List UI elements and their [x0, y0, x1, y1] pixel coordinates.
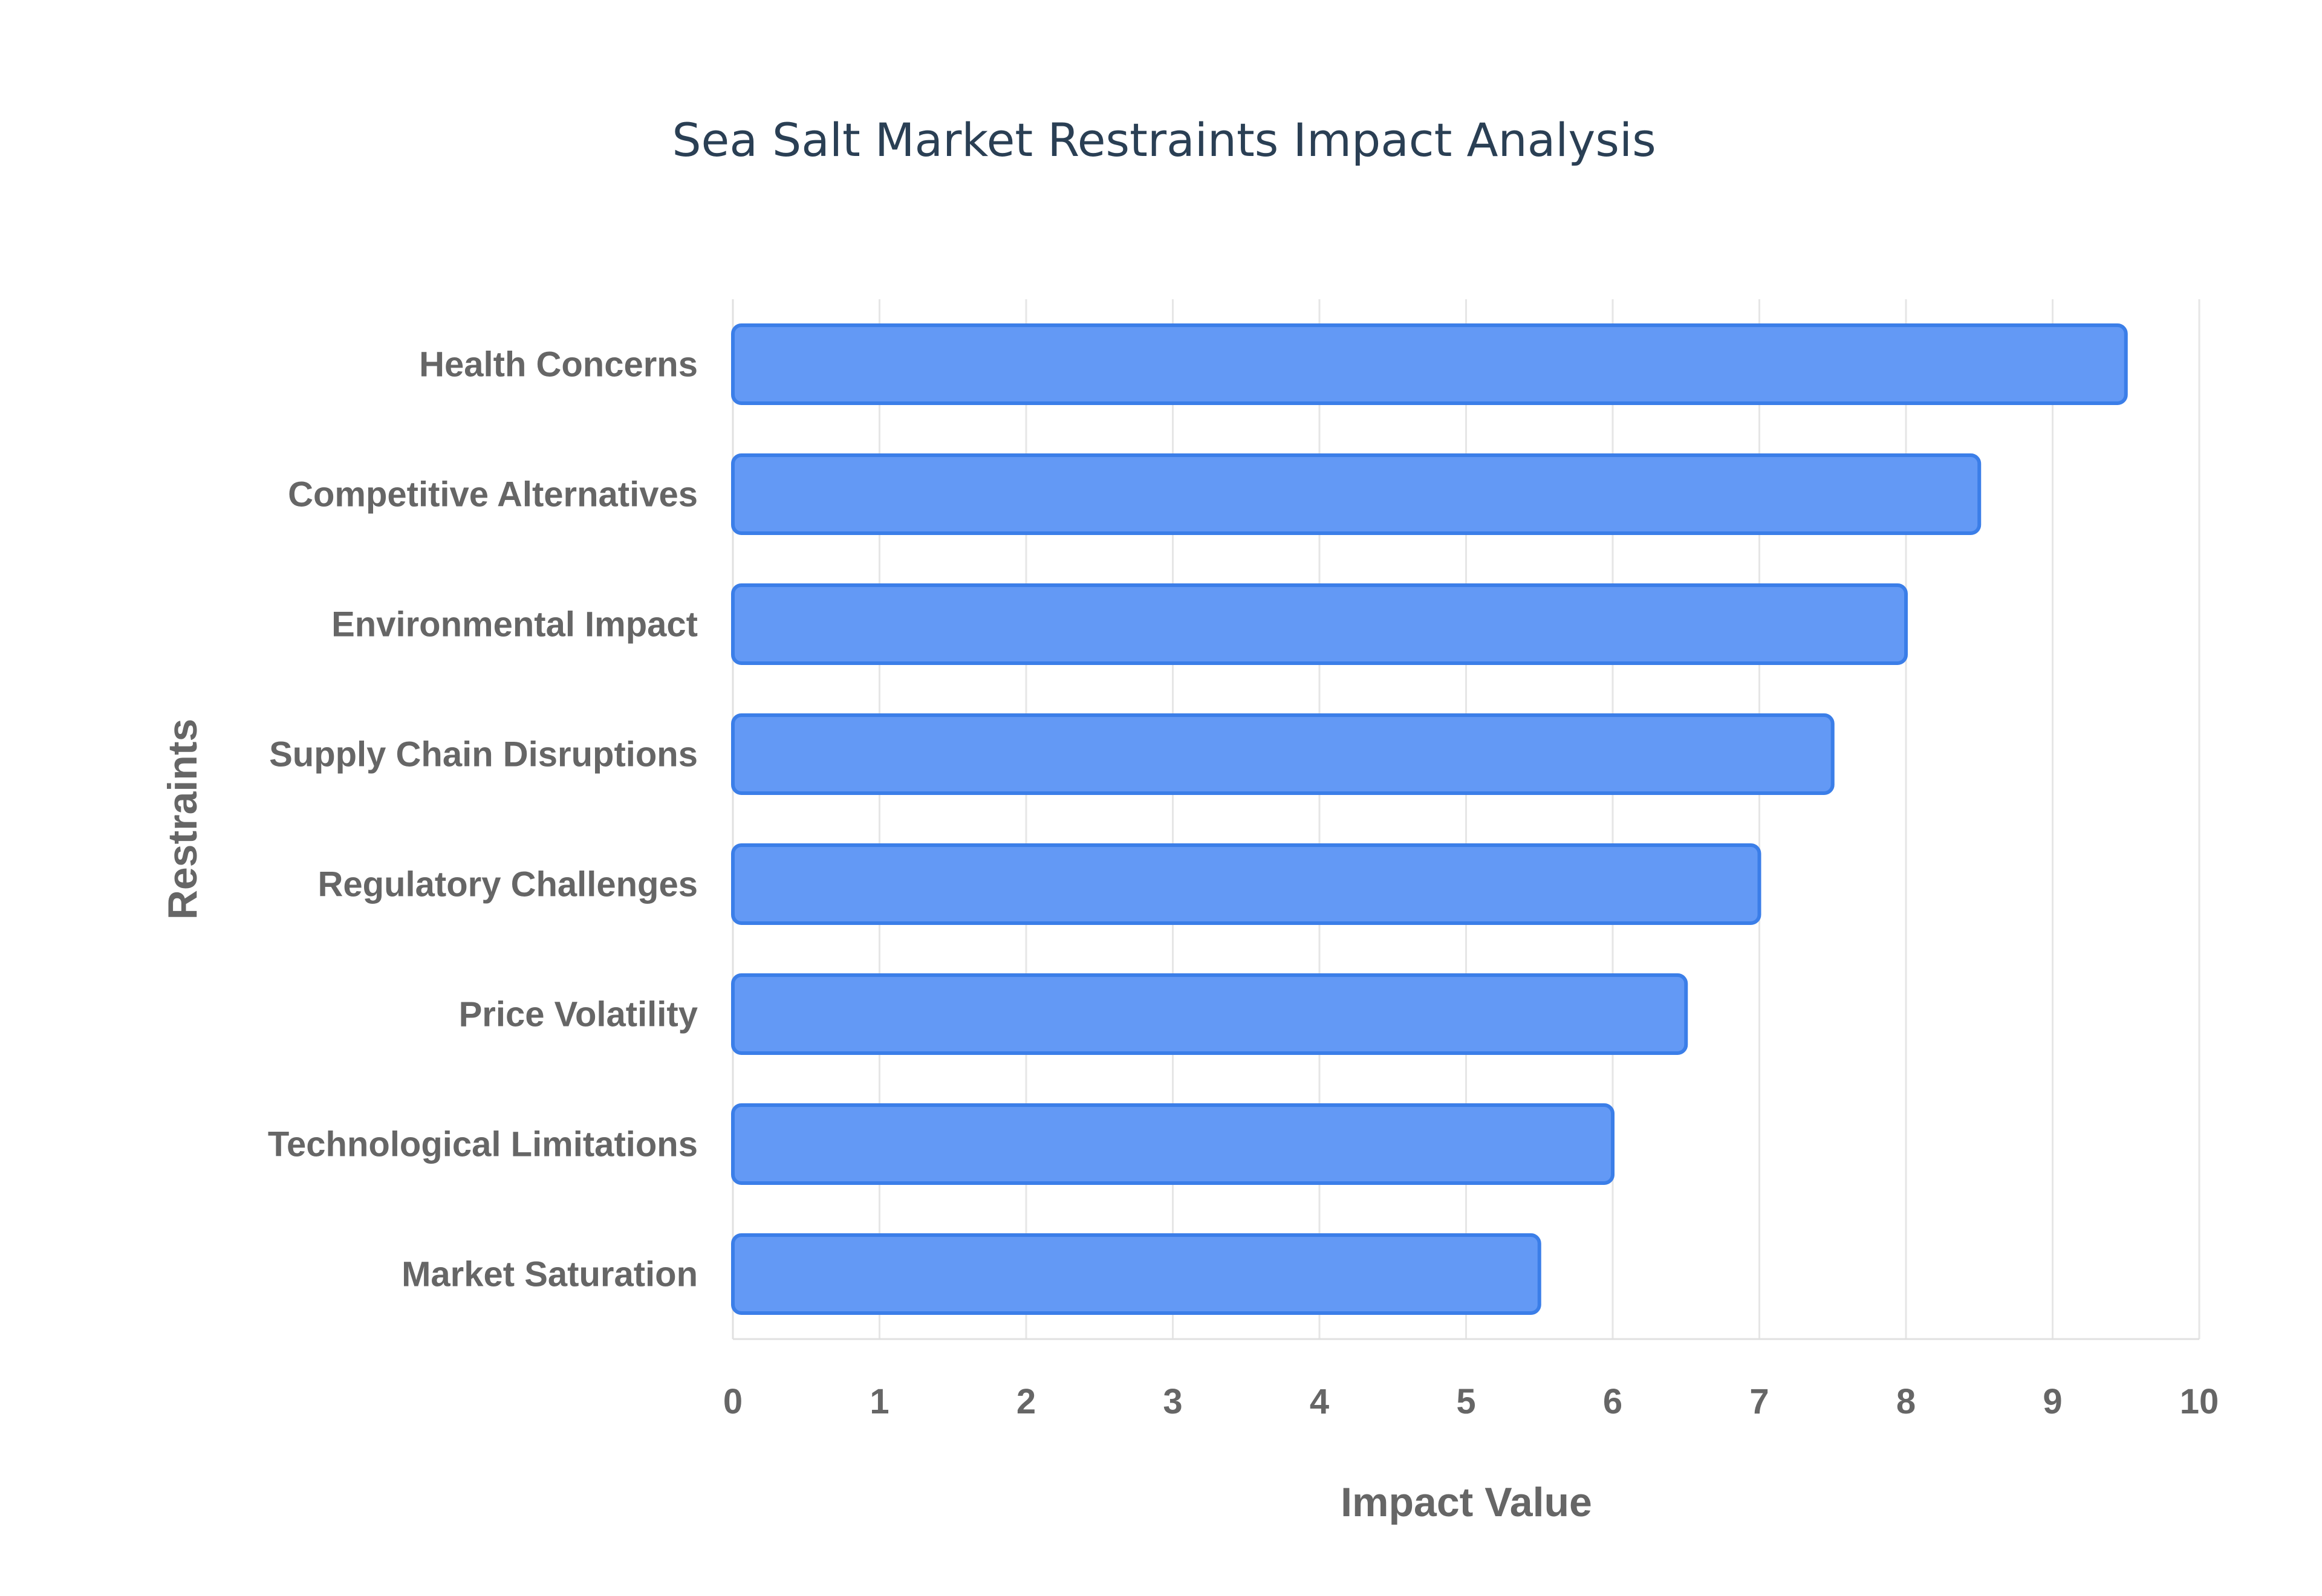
x-tick-label: 4 [1310, 1382, 1329, 1421]
bar-technological-limitations [731, 1103, 1615, 1185]
category-label: Supply Chain Disruptions [269, 735, 698, 774]
category-labels: Health Concerns Competitive Alternatives E… [268, 345, 698, 1294]
x-tick-label: 5 [1456, 1382, 1475, 1421]
x-tick-label: 2 [1016, 1382, 1036, 1421]
category-label: Environmental Impact [331, 605, 698, 644]
category-label: Health Concerns [419, 345, 698, 384]
x-axis-title: Impact Value [1341, 1479, 1592, 1525]
category-label: Competitive Alternatives [288, 475, 698, 514]
x-tick-label: 8 [1896, 1382, 1916, 1421]
bar-price-volatility [731, 973, 1688, 1055]
bar-supply-chain-disruptions [731, 713, 1835, 795]
y-axis-title: Restraints [160, 719, 206, 920]
bar-environmental-impact [731, 583, 1908, 665]
x-tick-labels: 0 1 2 3 4 5 6 7 8 9 10 [723, 1382, 2219, 1421]
bar-regulatory-challenges [731, 843, 1761, 925]
x-tick-label: 1 [870, 1382, 889, 1421]
x-tick-label: 7 [1749, 1382, 1769, 1421]
x-tick-label: 0 [723, 1382, 743, 1421]
bar-competitive-alternatives [731, 453, 1982, 535]
chart-title: Sea Salt Market Restraints Impact Analys… [672, 113, 1656, 167]
x-tick-label: 3 [1163, 1382, 1182, 1421]
x-tick-label: 10 [2180, 1382, 2219, 1421]
category-label: Price Volatility [459, 995, 698, 1034]
bar-health-concerns [731, 323, 2128, 405]
x-tick-label: 9 [2043, 1382, 2062, 1421]
x-tick-label: 6 [1603, 1382, 1622, 1421]
category-label: Technological Limitations [268, 1125, 698, 1164]
category-label: Regulatory Challenges [318, 865, 698, 904]
category-label: Market Saturation [402, 1255, 698, 1294]
bar-market-saturation [731, 1233, 1541, 1315]
bars [731, 323, 2128, 1315]
